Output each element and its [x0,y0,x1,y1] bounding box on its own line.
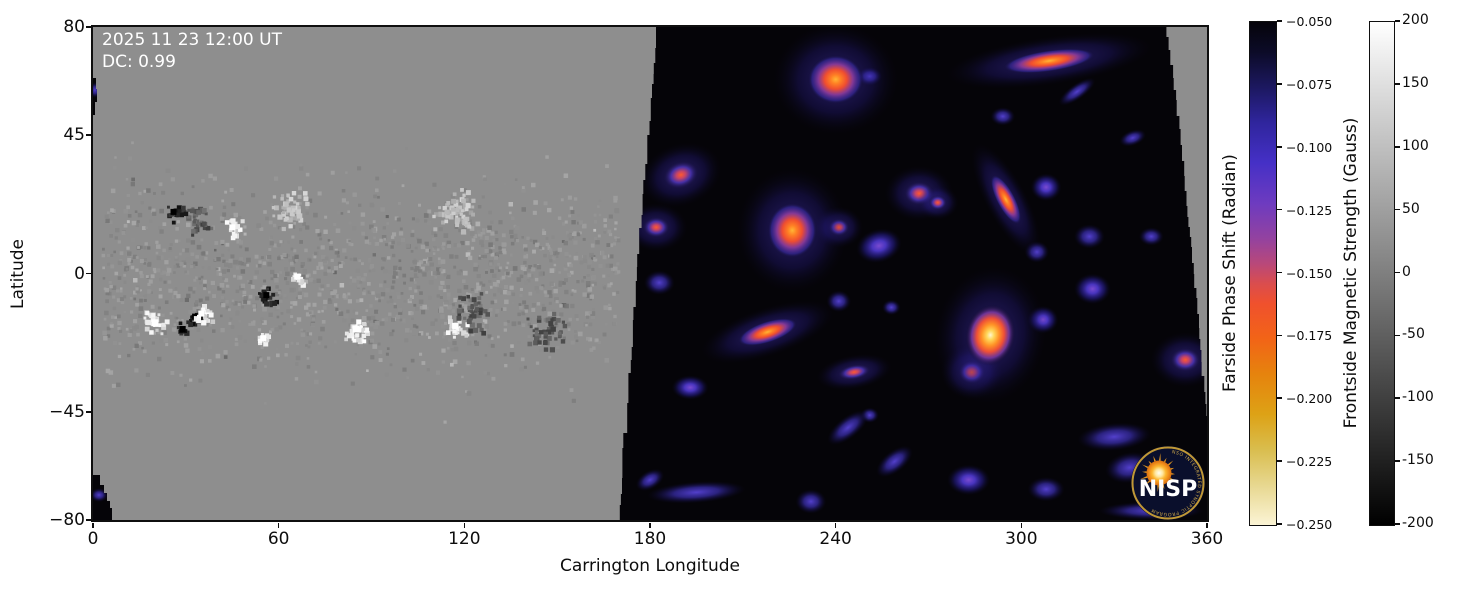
timestamp-overlay: 2025 11 23 12:00 UT DC: 0.99 [102,29,282,73]
colorbar-tick-mark [1394,145,1400,148]
x-tick-mark [277,523,280,528]
x-tick-mark [1206,523,1208,528]
farside-panel [616,27,1207,520]
y-tick-label: 45 [63,124,85,145]
y-axis-label: Latitude [8,239,28,309]
colorbar-tick-mark [1276,397,1282,400]
colorbar-tick-mark [1394,397,1400,400]
y-tick-mark [86,134,91,136]
y-tick-label: 0 [74,263,85,284]
colorbar-tick-mark [1276,145,1282,148]
colorbar-tick-label: −0.200 [1286,391,1333,407]
colorbar-tick-label: −0.075 [1286,76,1333,92]
colorbar-tick-label: −0.175 [1286,328,1333,344]
colorbar-tick-mark [1276,208,1282,211]
colorbar-tick-label: 50 [1402,200,1420,217]
x-tick-label: 120 [448,529,481,549]
colorbar-tick-mark [1276,334,1282,337]
frontside-colorbar [1369,21,1395,526]
x-tick-label: 300 [1005,529,1038,549]
colorbar-tick-label: -50 [1402,326,1425,343]
colorbar-tick-label: −0.150 [1286,265,1333,281]
x-tick-label: 360 [1190,529,1224,549]
colorbar-tick-mark [1276,83,1282,85]
timestamp-text: 2025 11 23 12:00 UT [102,30,282,50]
x-tick-label: 60 [267,529,290,549]
colorbar-tick-mark [1276,20,1282,22]
y-tick-mark [86,411,91,413]
x-tick-mark [92,523,94,528]
colorbar-tick-mark [1394,20,1400,22]
colorbar-tick-mark [1394,334,1400,337]
farside-colorbar [1249,21,1277,526]
y-tick-mark [86,519,91,521]
y-tick-mark [86,272,91,275]
colorbar-tick-label: −0.125 [1286,202,1333,218]
colorbar-tick-mark [1276,460,1282,462]
colorbar-tick-mark [1394,208,1400,211]
colorbar-tick-mark [1394,460,1400,462]
y-tick-label: 80 [63,17,85,37]
colorbar-tick-mark [1276,523,1282,525]
farside-colorbar-label: Farside Phase Shift (Radian) [1220,154,1240,392]
y-tick-label: −80 [49,510,85,530]
x-tick-mark [649,523,651,528]
colorbar-tick-label: −0.050 [1286,14,1333,29]
colorbar-tick-label: 100 [1402,137,1429,154]
colorbar-tick-mark [1394,83,1400,85]
y-tick-mark [86,26,91,28]
colorbar-tick-label: −0.100 [1286,139,1333,155]
duty-cycle-text: DC: 0.99 [102,52,176,72]
frontside-colorbar-label: Frontside Magnetic Strength (Gauss) [1341,117,1361,429]
x-tick-label: 0 [87,529,99,549]
colorbar-tick-mark [1276,271,1282,274]
colorbar-tick-label: -200 [1402,515,1434,531]
sun-icon [1146,460,1172,486]
x-tick-mark [1020,523,1023,528]
plot-area: NSO INTEGRATED SYNOPTIC PROGRAM NISP 2025… [91,25,1209,522]
colorbar-tick-label: -150 [1402,452,1434,469]
x-tick-mark [834,523,837,528]
colorbar-tick-mark [1394,523,1400,525]
x-axis-label: Carrington Longitude [559,556,741,576]
colorbar-tick-label: 150 [1402,74,1429,91]
x-tick-label: 180 [633,529,667,549]
y-tick-label: −45 [49,402,85,423]
colorbar-tick-label: −0.225 [1286,454,1333,470]
nisp-logo-text: NISP [1139,477,1198,502]
x-tick-label: 240 [819,529,852,549]
farside-blobs [93,27,1207,520]
magnetogram-speckle [101,141,621,424]
colorbar-tick-mark [1394,271,1400,274]
sun-rays-icon [1140,453,1176,492]
colorbar-tick-label: 200 [1402,12,1429,28]
colorbar-tick-label: −0.250 [1286,517,1333,532]
x-tick-mark [463,523,466,528]
colorbar-tick-label: 0 [1402,263,1411,280]
colorbar-tick-label: -100 [1402,389,1434,406]
